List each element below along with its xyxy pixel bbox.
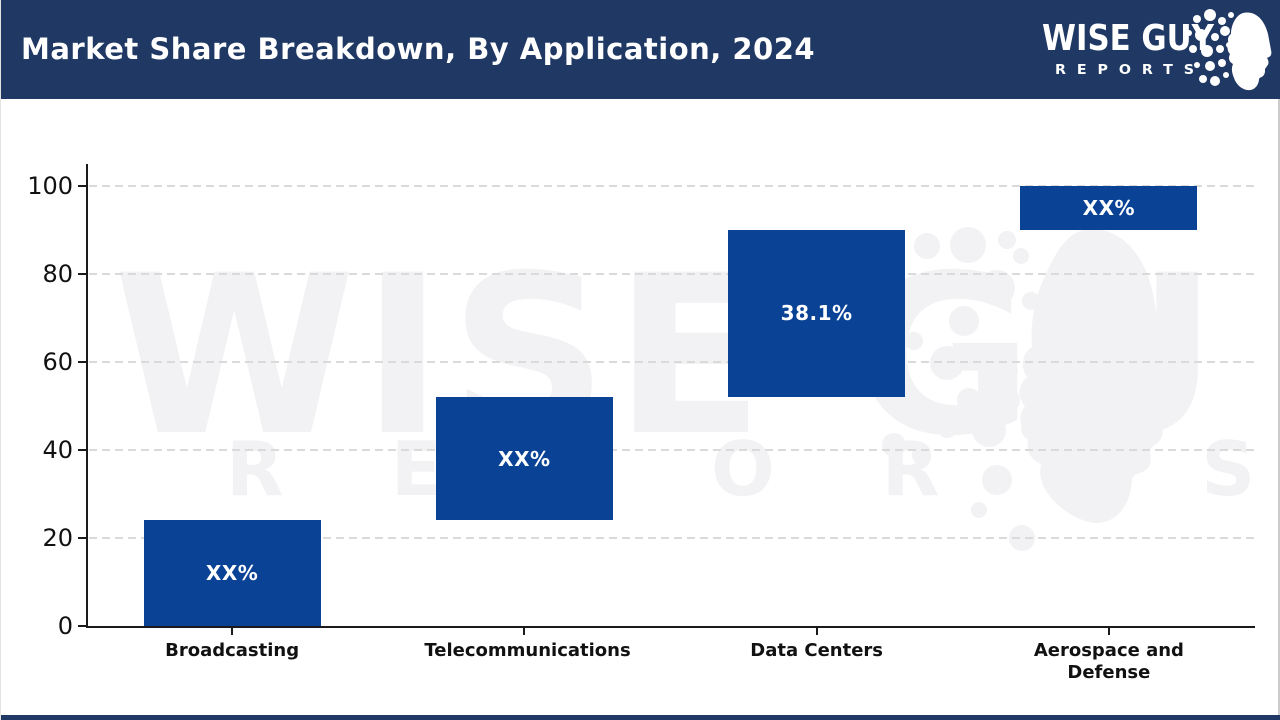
x-axis-line [86, 626, 1255, 628]
footer-bar [1, 715, 1280, 720]
logo-brand-text: WISE GUY [1042, 18, 1215, 59]
y-axis-tick-20 [78, 537, 86, 539]
bar-data-centers: 38.1% [728, 229, 906, 398]
gridline-100 [89, 185, 1255, 187]
x-axis-label-aerospace-and-defense: Aerospace and Defense [1033, 640, 1184, 683]
y-axis-tick-label: 60 [42, 348, 73, 376]
y-axis-tick-0 [78, 625, 86, 627]
gridline-20 [89, 537, 1255, 539]
bar-value-label: XX% [205, 561, 259, 586]
bar-value-label: XX% [1082, 195, 1136, 220]
x-axis-tick-telecommunications [523, 628, 526, 635]
y-axis-tick-80 [78, 273, 86, 275]
y-axis-tick-label: 0 [57, 612, 73, 640]
y-axis-tick-label: 40 [42, 436, 73, 464]
y-axis-tick-60 [78, 361, 86, 363]
wise-guy-reports-logo: WISE GUY REPORTS [1042, 9, 1272, 91]
header-bar: Market Share Breakdown, By Application, … [1, 0, 1280, 99]
y-axis-tick-label: 100 [27, 172, 73, 200]
y-axis-tick-label: 20 [42, 524, 73, 552]
chart-plot-area: 0 20 40 60 80 100 XX% Broadcasting XX% Telecommun… [1, 99, 1280, 715]
gridline-40 [89, 449, 1255, 451]
bar-value-label: XX% [498, 446, 551, 471]
bar-aerospace-and-defense: XX% [1020, 186, 1198, 230]
x-axis-label-telecommunications: Telecommunications [424, 640, 631, 661]
x-axis-tick-data-centers [815, 628, 818, 635]
bar-value-label: 38.1% [780, 301, 853, 326]
x-axis-tick-broadcasting [231, 628, 234, 635]
gridline-80 [89, 273, 1255, 275]
bar-telecommunications: XX% [435, 397, 613, 521]
x-axis-label-data-centers: Data Centers [750, 640, 883, 661]
y-axis-tick-40 [78, 449, 86, 451]
chart-title: Market Share Breakdown, By Application, … [21, 32, 816, 66]
bar-broadcasting: XX% [143, 520, 321, 626]
logo-sub-text: REPORTS [1055, 63, 1205, 78]
x-axis-label-broadcasting: Broadcasting [165, 640, 300, 661]
x-axis-tick-aerospace-and-defense [1107, 628, 1110, 635]
gridline-60 [89, 361, 1255, 363]
y-axis-line [86, 164, 88, 628]
y-axis-tick-100 [78, 185, 86, 187]
y-axis-tick-label: 80 [42, 260, 73, 288]
